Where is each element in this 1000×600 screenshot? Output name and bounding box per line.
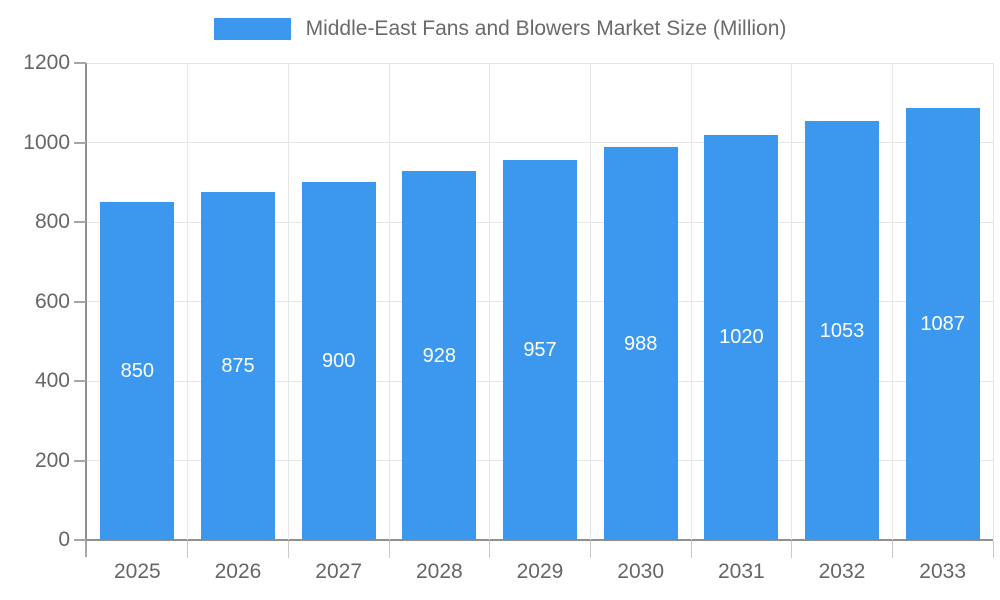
- x-axis-tick-label: 2032: [818, 560, 866, 583]
- y-axis-tick: [74, 459, 86, 462]
- gridline-horizontal: [87, 142, 993, 143]
- y-axis-tick-label: 1200: [23, 51, 70, 74]
- legend-item[interactable]: Middle-East Fans and Blowers Market Size…: [0, 17, 1000, 41]
- gridline-horizontal: [87, 62, 993, 64]
- bar-value-label: 928: [422, 344, 457, 367]
- y-axis-tick-extension: [85, 541, 87, 557]
- gridline-vertical: [891, 63, 893, 540]
- y-axis-line: [85, 63, 87, 557]
- legend-swatch: [213, 18, 291, 40]
- y-axis-tick-label: 200: [34, 448, 70, 472]
- y-axis-tick-label: 600: [34, 289, 70, 313]
- y-axis-tick: [74, 539, 86, 541]
- bar[interactable]: 988: [603, 147, 678, 540]
- x-axis-line: [85, 539, 993, 541]
- bar[interactable]: 957: [503, 159, 577, 540]
- gridline-vertical: [187, 63, 189, 540]
- x-axis-tick: [992, 541, 994, 558]
- y-axis-tick-label: 0: [58, 528, 70, 551]
- bar[interactable]: 850: [100, 202, 175, 540]
- x-axis-tick: [489, 541, 491, 558]
- x-axis-tick: [187, 541, 189, 558]
- y-axis-tick-label: 800: [34, 210, 70, 233]
- y-axis-tick: [74, 62, 86, 64]
- x-axis-tick: [690, 541, 692, 558]
- x-axis-tick-label: 2028: [415, 560, 463, 583]
- x-axis-tick: [791, 541, 793, 558]
- gridline-vertical: [287, 63, 289, 540]
- bar[interactable]: 1020: [704, 134, 779, 540]
- y-axis-tick-label: 400: [34, 369, 70, 392]
- y-axis-tick: [74, 380, 86, 382]
- x-axis-tick-label: 2027: [315, 560, 363, 583]
- bar-value-label: 1053: [819, 319, 865, 342]
- x-axis-tick-label: 2031: [717, 560, 765, 583]
- x-axis-tick-label: 2025: [113, 560, 161, 583]
- gridline-vertical: [791, 63, 793, 540]
- gridline-vertical: [690, 63, 692, 540]
- gridline-vertical: [992, 63, 994, 540]
- plot-area: 850 875 900 928 957 988 1020 1053 1087: [87, 62, 994, 540]
- bar-value-label: 900: [321, 350, 356, 373]
- bar-value-label: 1020: [719, 326, 764, 349]
- x-axis-tick-label: 2030: [617, 560, 665, 583]
- x-axis-tick-label: 2033: [919, 560, 967, 583]
- legend-label: Middle-East Fans and Blowers Market Size…: [305, 17, 787, 40]
- x-axis-tick: [287, 541, 289, 558]
- bar-value-label: 875: [221, 355, 255, 378]
- bar[interactable]: 1087: [905, 107, 980, 540]
- y-axis-tick-label: 1000: [23, 130, 70, 154]
- y-axis-tick: [74, 300, 86, 303]
- gridline-vertical: [489, 63, 491, 540]
- x-axis-tick: [589, 541, 591, 558]
- bar-value-label: 1087: [920, 312, 965, 335]
- y-axis-tick: [74, 141, 86, 144]
- y-axis-tick: [74, 221, 86, 223]
- bar[interactable]: 1053: [805, 121, 879, 540]
- gridline-vertical: [589, 63, 591, 540]
- x-axis-tick-label: 2029: [516, 560, 564, 583]
- x-axis-tick: [388, 541, 390, 558]
- bar[interactable]: 875: [201, 192, 275, 540]
- bar[interactable]: 900: [301, 182, 376, 540]
- x-axis-tick-label: 2026: [214, 560, 262, 583]
- bar-value-label: 850: [120, 360, 155, 383]
- bar[interactable]: 928: [402, 171, 477, 540]
- x-axis-tick: [891, 541, 893, 558]
- gridline-vertical: [388, 63, 390, 540]
- bar-value-label: 988: [623, 332, 658, 355]
- bar-value-label: 957: [523, 338, 557, 361]
